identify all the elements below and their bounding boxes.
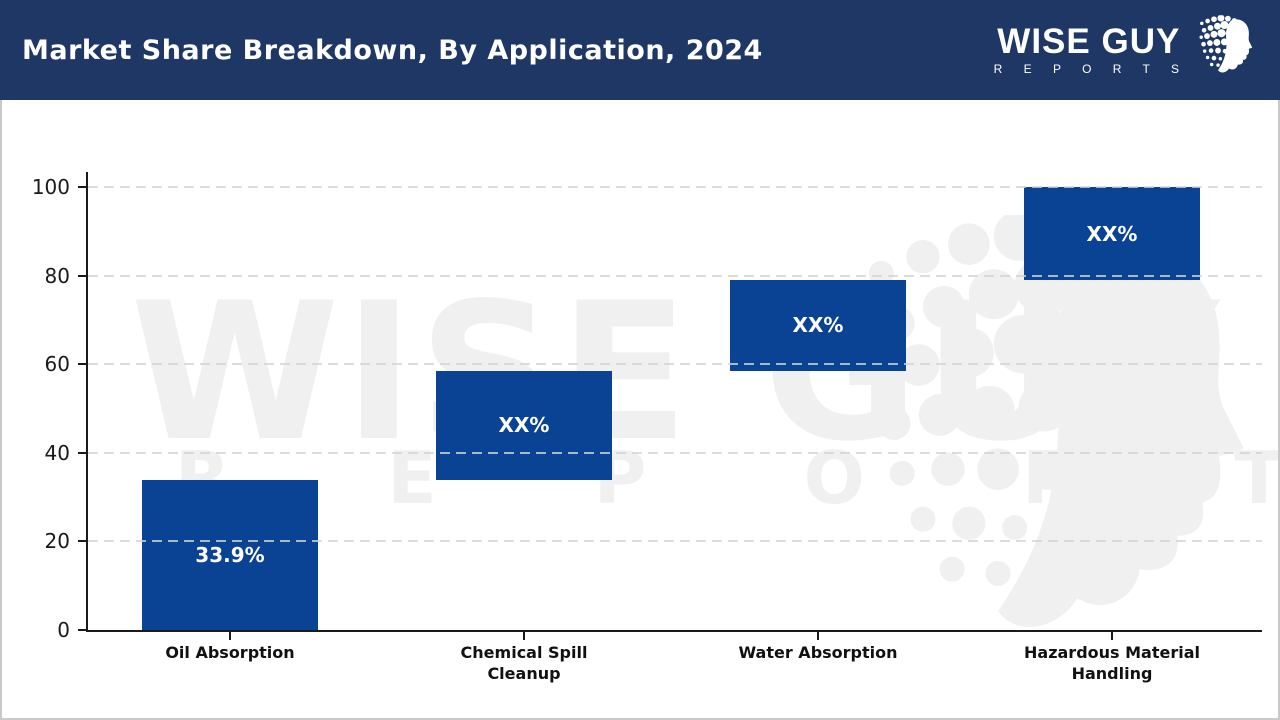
x-axis-line bbox=[86, 630, 1262, 632]
y-tick-mark bbox=[78, 363, 86, 366]
x-tick-mark bbox=[1111, 632, 1113, 640]
bar-value-label: XX% bbox=[1086, 221, 1138, 246]
page-title: Market Share Breakdown, By Application, … bbox=[22, 34, 763, 66]
y-axis-line bbox=[86, 172, 88, 632]
gridline bbox=[88, 186, 1262, 188]
bar bbox=[142, 479, 318, 630]
gridline bbox=[88, 363, 1262, 366]
gridline bbox=[88, 451, 1262, 454]
y-tick-mark bbox=[78, 629, 86, 631]
y-tick-mark bbox=[78, 540, 86, 543]
y-tick-mark bbox=[78, 274, 86, 277]
brand-face-icon bbox=[1196, 11, 1254, 89]
page-border bbox=[0, 718, 1280, 720]
brand-subtitle: R E P O R T S bbox=[993, 62, 1188, 76]
y-tick-mark bbox=[78, 451, 86, 454]
bar bbox=[436, 370, 612, 480]
page-border bbox=[1278, 100, 1280, 720]
brand-name: WISE GUY bbox=[997, 22, 1181, 61]
y-tick-label: 0 bbox=[57, 618, 70, 642]
bar bbox=[730, 280, 906, 371]
x-axis-label: Oil Absorption bbox=[165, 643, 295, 662]
bar bbox=[1024, 187, 1200, 281]
y-tick-mark bbox=[78, 186, 86, 188]
page-border bbox=[0, 100, 2, 720]
y-tick-label: 100 bbox=[31, 175, 70, 199]
y-tick-label: 40 bbox=[44, 440, 70, 465]
x-axis-label: Water Absorption bbox=[738, 643, 898, 662]
x-tick-mark bbox=[817, 632, 819, 640]
y-tick-label: 80 bbox=[44, 263, 70, 288]
gridline bbox=[88, 540, 1262, 543]
brand-logo: WISE GUY R E P O R T S bbox=[990, 11, 1254, 89]
bar-value-label: XX% bbox=[498, 413, 550, 438]
y-tick-label: 60 bbox=[44, 352, 70, 377]
x-axis-label: Hazardous Material Handling bbox=[1024, 643, 1200, 683]
y-tick-label: 20 bbox=[44, 529, 70, 554]
brand-logo-text: WISE GUY R E P O R T S bbox=[990, 24, 1188, 76]
header-bar: Market Share Breakdown, By Application, … bbox=[0, 0, 1280, 100]
gridline bbox=[88, 274, 1262, 277]
x-tick-mark bbox=[229, 632, 231, 640]
bar-value-label: 33.9% bbox=[195, 542, 265, 567]
x-tick-mark bbox=[523, 632, 525, 640]
bar-value-label: XX% bbox=[792, 313, 844, 338]
x-axis-label: Chemical Spill Cleanup bbox=[460, 643, 588, 683]
